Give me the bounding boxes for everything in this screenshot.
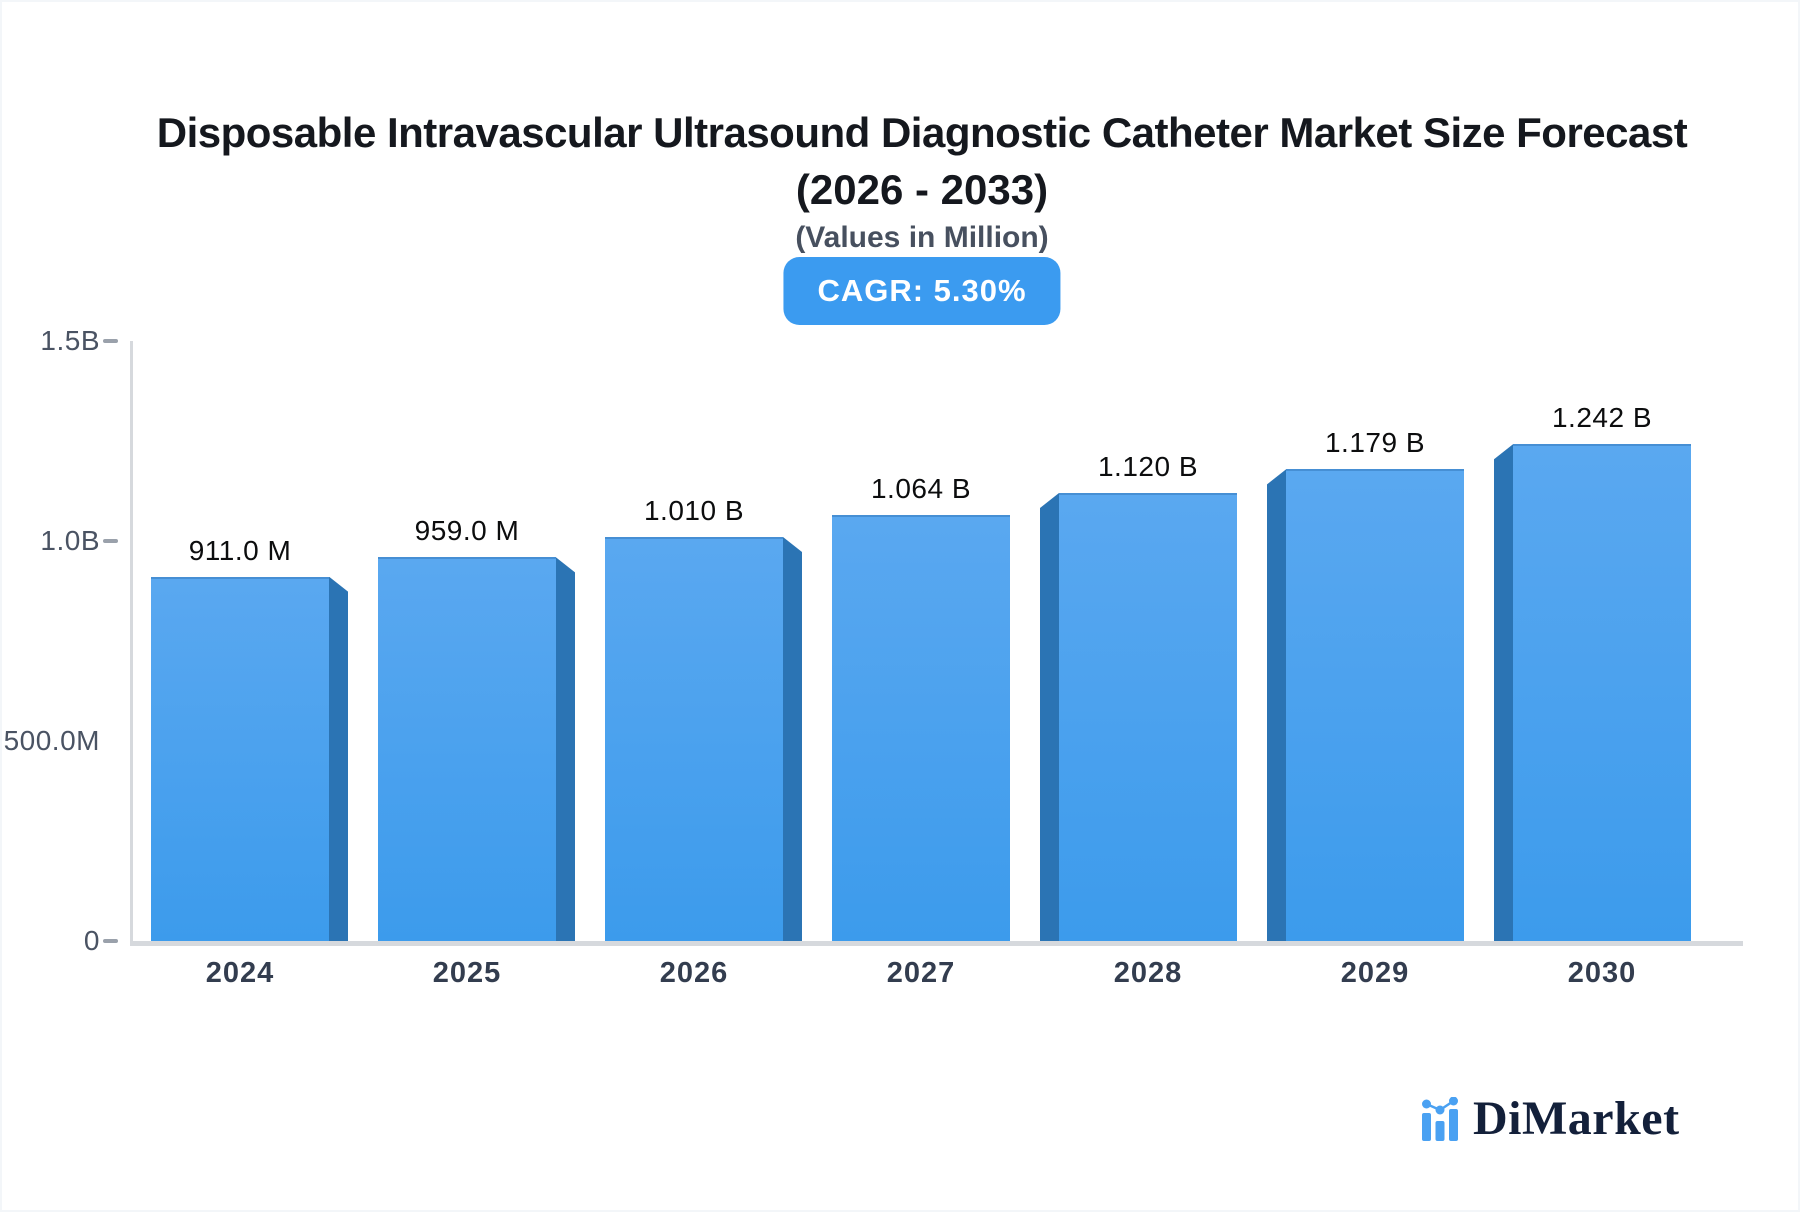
bar-line-chart-icon [1422, 1097, 1458, 1141]
x-axis-label: 2030 [1567, 957, 1637, 989]
bar-value-label: 1.120 B [1097, 451, 1199, 482]
bar-2025 [378, 557, 556, 941]
cagr-badge: CAGR: 5.30% [783, 257, 1061, 325]
bar-2028 [1059, 493, 1237, 941]
bar-value-label: 1.010 B [643, 495, 745, 526]
y-axis-line [130, 341, 133, 941]
bar-2030 [1513, 444, 1691, 941]
x-axis-label: 2029 [1340, 957, 1410, 989]
x-axis-label: 2028 [1113, 957, 1183, 989]
x-axis-label: 2025 [432, 957, 502, 989]
bar-2026 [605, 537, 783, 941]
bar-value-label: 959.0 M [414, 515, 520, 547]
y-axis-label: 1.0B [40, 525, 100, 556]
bar-side-face [556, 557, 575, 941]
x-axis-line [130, 941, 1743, 946]
bar-2029 [1286, 469, 1464, 941]
bar-side-face [329, 576, 348, 941]
bar-value-label: 911.0 M [188, 534, 292, 566]
y-axis-label: 0 [83, 925, 100, 956]
chart-subtitle: (Values in Million) [795, 221, 1049, 254]
bar-value-label: 1.242 B [1551, 402, 1653, 434]
x-axis-label: 2026 [659, 957, 729, 989]
y-axis-label: 1.5B [40, 325, 100, 356]
chart-title-range: (2026 - 2033) [795, 166, 1049, 213]
y-axis-label: 500.0M [3, 725, 100, 756]
brand-name: DiMarket [1473, 1092, 1680, 1145]
bar-2027 [832, 515, 1010, 941]
y-tick-dash [103, 939, 118, 943]
bar-value-label: 1.064 B [870, 473, 972, 505]
bar-side-face [1494, 444, 1513, 941]
x-axis-label: 2027 [886, 957, 956, 989]
bar-2024 [151, 576, 329, 941]
y-tick-dash [103, 339, 118, 343]
bar-side-face [1040, 493, 1059, 941]
brand-logo: DiMarket [1422, 1092, 1680, 1145]
x-axis-label: 2024 [205, 957, 275, 989]
bar-value-label: 1.179 B [1324, 427, 1426, 459]
page-title: Disposable Intravascular Ultrasound Diag… [156, 109, 1688, 156]
y-tick-dash [103, 539, 118, 543]
bar-side-face [783, 537, 802, 941]
bar-side-face [1267, 469, 1286, 941]
